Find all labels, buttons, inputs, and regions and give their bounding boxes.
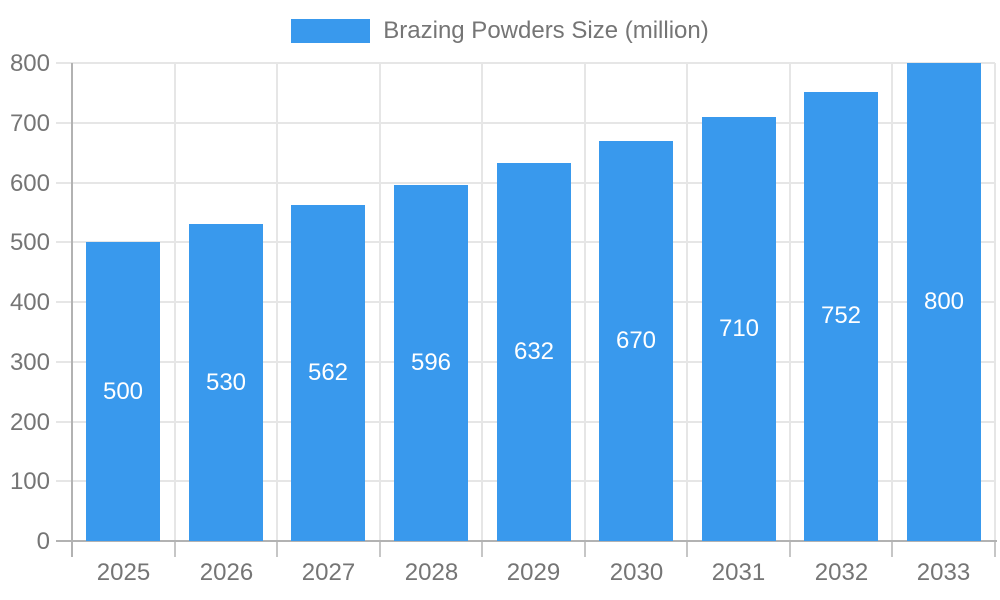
x-tick-label: 2026: [199, 559, 254, 586]
gridline-v: [584, 63, 586, 541]
x-tick-label: 2027: [301, 559, 356, 586]
gridline-v: [789, 63, 791, 541]
x-axis-tick: [584, 542, 586, 557]
y-tick-label: 800: [9, 50, 50, 77]
x-tick-label: 2033: [916, 559, 971, 586]
x-tick-label: 2032: [814, 559, 869, 586]
bar-value-label: 562: [307, 359, 349, 386]
bar[interactable]: [804, 92, 878, 541]
y-tick-label: 100: [9, 468, 50, 495]
gridline-v: [174, 63, 176, 541]
x-axis-tick: [686, 542, 688, 557]
bar[interactable]: [599, 141, 673, 541]
legend-swatch: [291, 19, 371, 43]
y-tick-label: 700: [9, 110, 50, 137]
x-tick-label: 2025: [96, 559, 151, 586]
y-axis-line: [71, 63, 73, 557]
x-axis-line: [56, 540, 997, 542]
bar[interactable]: [189, 224, 263, 541]
x-tick-label: 2029: [506, 559, 561, 586]
bar-value-label: 670: [615, 327, 657, 354]
x-tick-label: 2030: [609, 559, 664, 586]
bar-value-label: 500: [102, 378, 144, 405]
x-axis-tick: [379, 542, 381, 557]
y-tick-label: 200: [9, 409, 50, 436]
bar-value-label: 752: [820, 302, 862, 329]
legend-label: Brazing Powders Size (million): [383, 17, 709, 44]
x-axis-tick: [891, 542, 893, 557]
y-tick-label: 500: [9, 229, 50, 256]
bar[interactable]: [907, 63, 981, 541]
bar-value-label: 800: [923, 288, 965, 315]
gridline-v: [276, 63, 278, 541]
gridline-h: [56, 122, 995, 124]
x-tick-label: 2031: [711, 559, 766, 586]
y-tick-label: 400: [9, 289, 50, 316]
bar[interactable]: [702, 117, 776, 541]
bar[interactable]: [86, 242, 160, 541]
bar[interactable]: [497, 163, 571, 541]
x-axis-tick: [481, 542, 483, 557]
bar-value-label: 530: [205, 369, 247, 396]
x-axis-tick: [789, 542, 791, 557]
x-axis-tick: [994, 542, 996, 557]
gridline-v: [481, 63, 483, 541]
gridline-h: [56, 62, 995, 64]
y-tick-label: 600: [9, 170, 50, 197]
x-axis-tick: [174, 542, 176, 557]
gridline-v: [891, 63, 893, 541]
y-tick-label: 0: [36, 528, 50, 555]
x-tick-label: 2028: [404, 559, 459, 586]
legend[interactable]: Brazing Powders Size (million): [0, 19, 1000, 43]
gridline-v: [686, 63, 688, 541]
y-tick-label: 300: [9, 349, 50, 376]
bar-value-label: 710: [718, 315, 760, 342]
bar-value-label: 632: [513, 338, 555, 365]
x-axis-tick: [276, 542, 278, 557]
bar[interactable]: [394, 185, 468, 541]
gridline-v: [994, 63, 996, 541]
bar[interactable]: [291, 205, 365, 541]
gridline-v: [379, 63, 381, 541]
bar-value-label: 596: [410, 349, 452, 376]
